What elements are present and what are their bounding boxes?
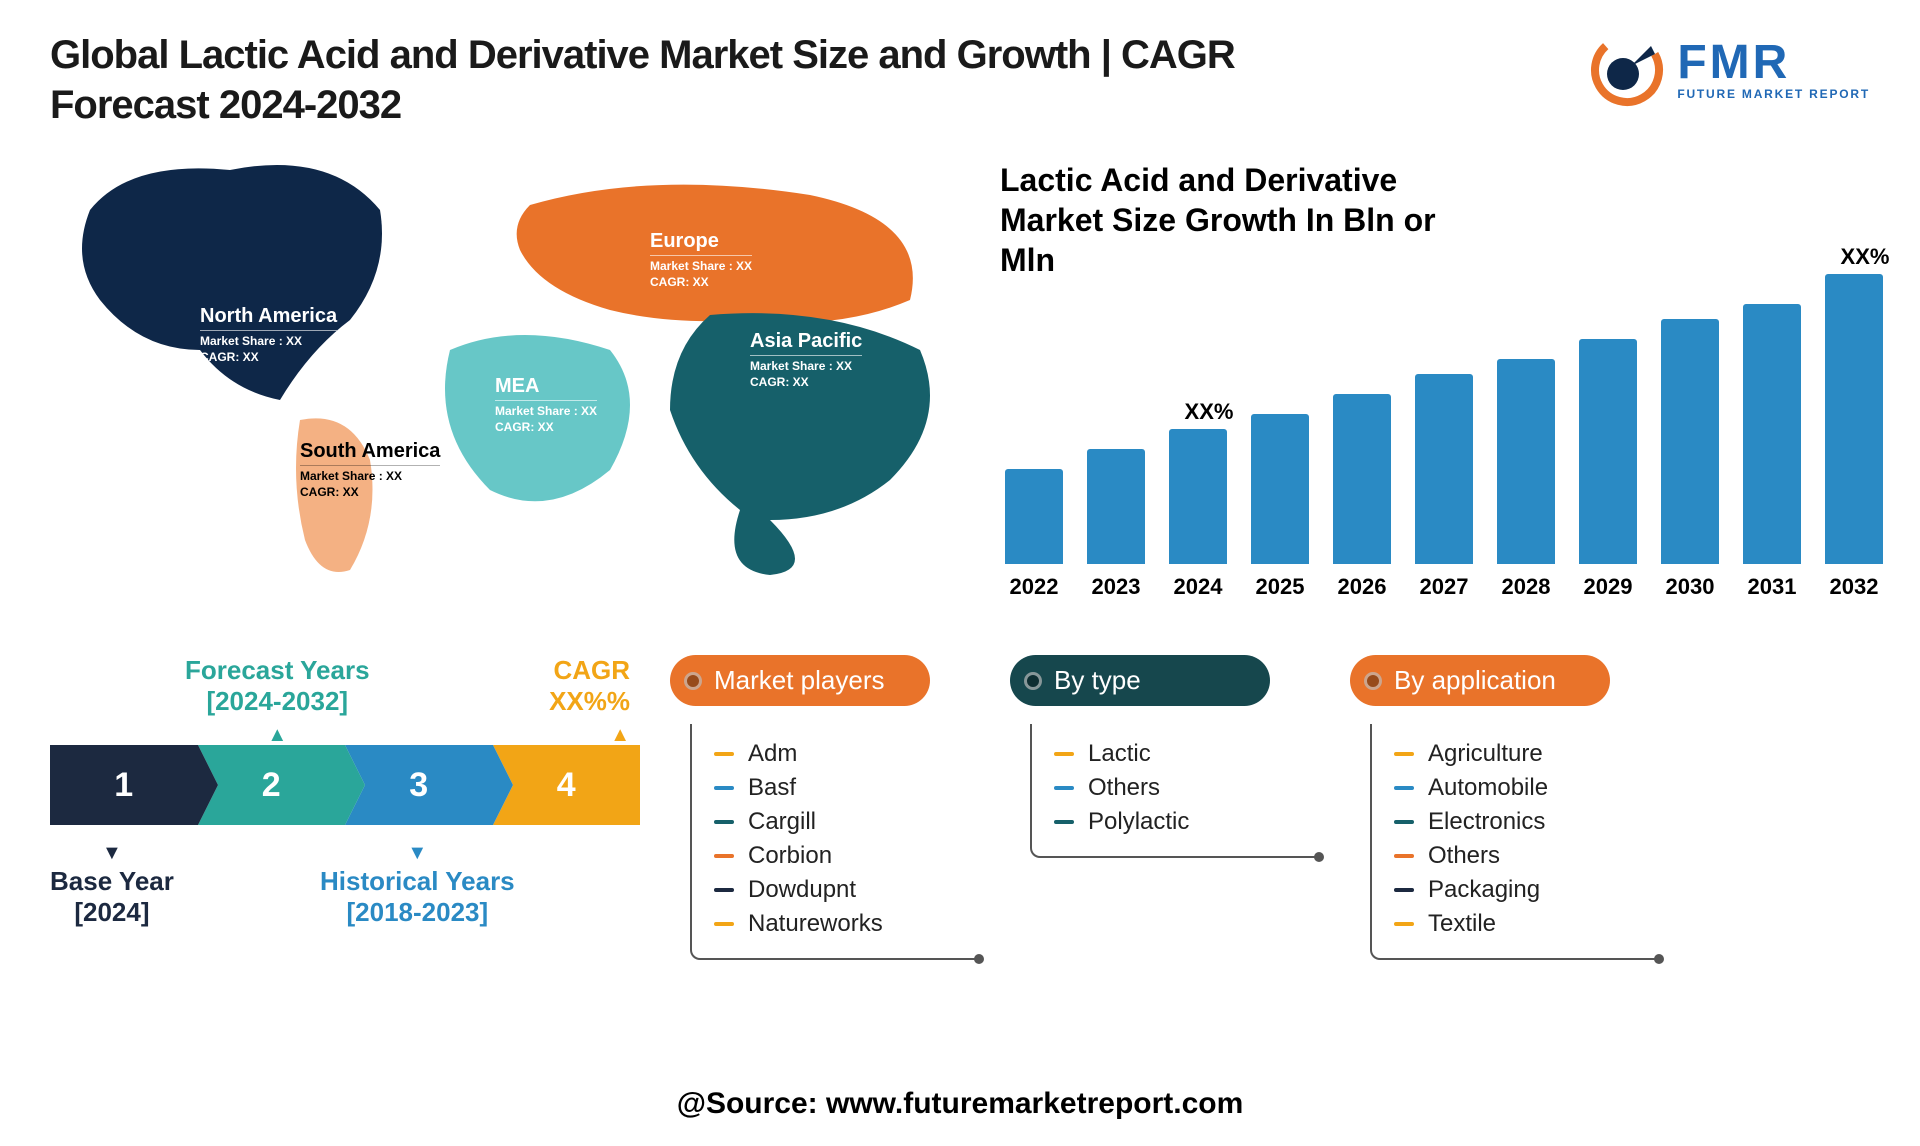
list-item: Others xyxy=(1394,842,1660,870)
source-text: @Source: www.futuremarketreport.com xyxy=(0,1087,1920,1121)
bar-2032: XX%2032 xyxy=(1820,274,1888,600)
region-label-sa: South AmericaMarket Share : XXCAGR: XX xyxy=(300,440,440,499)
bar-2023: 2023 xyxy=(1082,449,1150,600)
logo-icon xyxy=(1587,30,1667,110)
panel-app: By application Agriculture Automobile Elec… xyxy=(1350,655,1660,960)
list-item: Others xyxy=(1054,774,1320,802)
region-label-na: North AmericaMarket Share : XXCAGR: XX xyxy=(200,305,337,364)
list-item: Corbion xyxy=(714,842,980,870)
timeline-step-2: 2 xyxy=(198,745,346,825)
world-map: North AmericaMarket Share : XXCAGR: XX So… xyxy=(50,150,960,580)
panel-header-app: By application xyxy=(1350,655,1610,706)
list-item: Cargill xyxy=(714,808,980,836)
region-na xyxy=(82,165,382,400)
bar-2030: 2030 xyxy=(1656,319,1724,600)
bar-chart: 20222023XX%20242025202620272028202920302… xyxy=(1000,280,1888,600)
list-item: Adm xyxy=(714,740,980,768)
hist-label: ▼ Historical Years [2018-2023] xyxy=(320,835,515,929)
list-item: Packaging xyxy=(1394,876,1660,904)
bar-2029: 2029 xyxy=(1574,339,1642,600)
list-item: Polylactic xyxy=(1054,808,1320,836)
bar-2027: 2027 xyxy=(1410,374,1478,600)
bar-2028: 2028 xyxy=(1492,359,1560,600)
bar-chart-title: Lactic Acid and Derivative Market Size G… xyxy=(1000,160,1440,280)
list-item: Natureworks xyxy=(714,910,980,938)
bar-2024: XX%2024 xyxy=(1164,429,1232,600)
list-item: Textile xyxy=(1394,910,1660,938)
list-item: Agriculture xyxy=(1394,740,1660,768)
timeline: Forecast Years [2024-2032] ▲ CAGR XX%% ▲… xyxy=(50,655,640,995)
panel-header-players: Market players xyxy=(670,655,930,706)
panel-players: Market players Adm Basf Cargill Corbion Dowd… xyxy=(670,655,980,960)
logo-text-sub: FUTURE MARKET REPORT xyxy=(1677,87,1870,101)
timeline-step-4: 4 xyxy=(493,745,641,825)
list-item: Lactic xyxy=(1054,740,1320,768)
timeline-step-3: 3 xyxy=(345,745,493,825)
panel-header-type: By type xyxy=(1010,655,1270,706)
region-label-mea: MEAMarket Share : XXCAGR: XX xyxy=(495,375,597,434)
panel-type: By type Lactic Others Polylactic xyxy=(1010,655,1320,960)
page-title: Global Lactic Acid and Derivative Market… xyxy=(50,30,1400,130)
bar-2026: 2026 xyxy=(1328,394,1396,600)
list-item: Automobile xyxy=(1394,774,1660,802)
list-item: Electronics xyxy=(1394,808,1660,836)
timeline-step-1: 1 xyxy=(50,745,198,825)
list-item: Basf xyxy=(714,774,980,802)
bar-2022: 2022 xyxy=(1000,469,1068,600)
list-item: Dowdupnt xyxy=(714,876,980,904)
fmr-logo: FMR FUTURE MARKET REPORT xyxy=(1587,30,1870,110)
bar-2031: 2031 xyxy=(1738,304,1806,600)
logo-text-fmr: FMR xyxy=(1677,39,1870,87)
forecast-label: Forecast Years [2024-2032] ▲ xyxy=(185,655,370,749)
region-label-ap: Asia PacificMarket Share : XXCAGR: XX xyxy=(750,330,862,389)
cagr-label: CAGR XX%% ▲ xyxy=(549,655,630,749)
bar-2025: 2025 xyxy=(1246,414,1314,600)
region-label-eu: EuropeMarket Share : XXCAGR: XX xyxy=(650,230,752,289)
base-label: ▼ Base Year [2024] xyxy=(50,835,174,929)
